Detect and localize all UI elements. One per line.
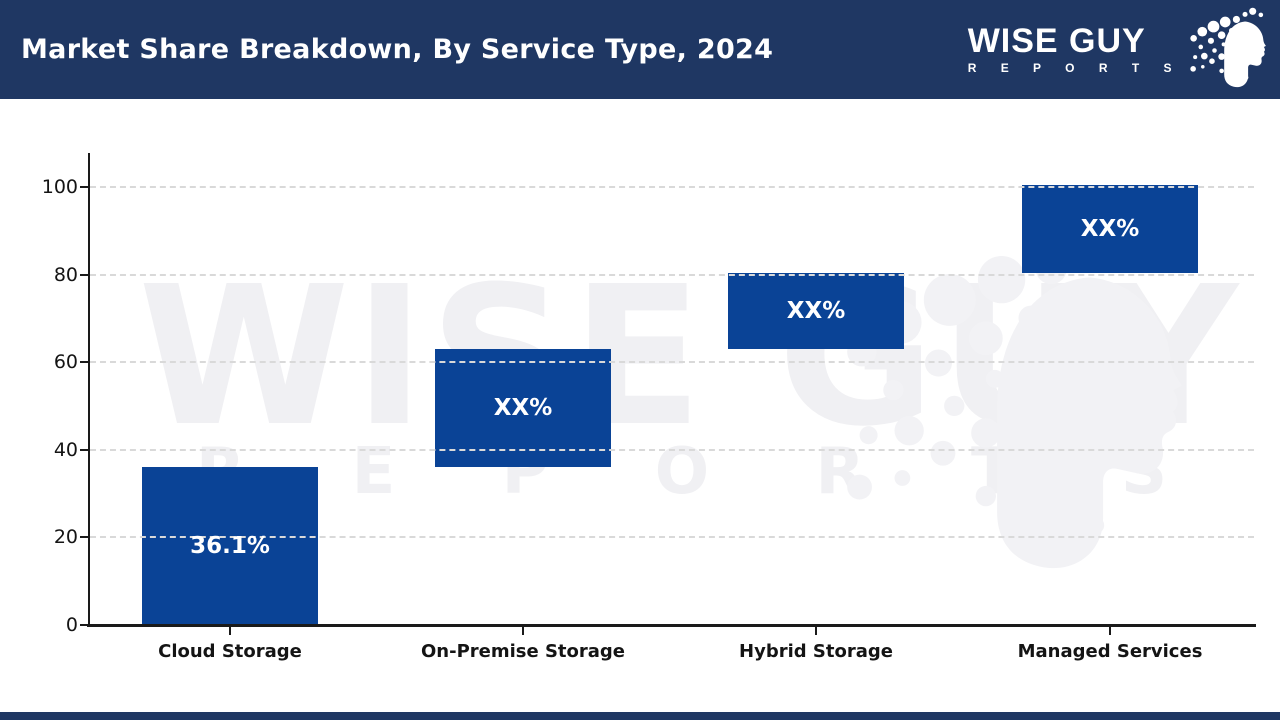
bar-on-premise-storage	[435, 348, 611, 467]
y-tick-label: 40	[53, 438, 78, 461]
gridline-100	[90, 185, 1254, 188]
y-tick-80	[80, 273, 89, 276]
gridline-20	[90, 536, 1254, 539]
gridline-80	[90, 273, 1254, 276]
y-tick-20	[80, 536, 89, 539]
logo-face-icon	[1190, 7, 1266, 87]
gridline-40	[90, 448, 1254, 451]
category-label: Cloud Storage	[158, 641, 302, 662]
page-title: Market Share Breakdown, By Service Type,…	[21, 34, 774, 65]
y-tick-label: 0	[65, 614, 78, 636]
category-label: Managed Services	[1017, 641, 1203, 662]
bar-value-label: XX%	[1080, 216, 1140, 243]
y-tick-label: 100	[41, 175, 78, 198]
y-tick-40	[80, 448, 89, 451]
bar-value-label: 36.1%	[190, 532, 270, 559]
logo-sub: R E P O R T S	[967, 61, 1182, 76]
y-tick-label: 80	[53, 263, 78, 286]
x-axis-line	[87, 624, 1256, 627]
x-tick	[815, 627, 817, 635]
bar-hybrid-storage	[728, 273, 904, 349]
y-axis-line	[88, 153, 90, 627]
x-tick	[1109, 627, 1111, 635]
wise-guy-logo: WISE GUY R E P O R T S	[968, 5, 1270, 95]
x-tick	[522, 627, 524, 635]
y-tick-100	[80, 185, 89, 188]
footer-bar	[0, 712, 1280, 720]
gridline-60	[90, 361, 1254, 364]
logo-text: WISE GUY R E P O R T S	[967, 21, 1182, 76]
y-tick-60	[80, 361, 89, 364]
bar-value-label: XX%	[493, 394, 553, 421]
bar-cloud-storage	[142, 466, 318, 625]
logo-name: WISE GUY	[967, 21, 1146, 60]
header-bar: Market Share Breakdown, By Service Type,…	[0, 0, 1280, 99]
x-tick	[229, 627, 231, 635]
y-tick-label: 20	[53, 526, 78, 549]
bar-managed-services	[1022, 185, 1198, 274]
y-tick-0	[80, 624, 89, 626]
category-label: Hybrid Storage	[739, 641, 893, 662]
y-tick-label: 60	[53, 351, 78, 374]
category-label: On-Premise Storage	[420, 641, 626, 662]
bar-value-label: XX%	[786, 298, 846, 325]
